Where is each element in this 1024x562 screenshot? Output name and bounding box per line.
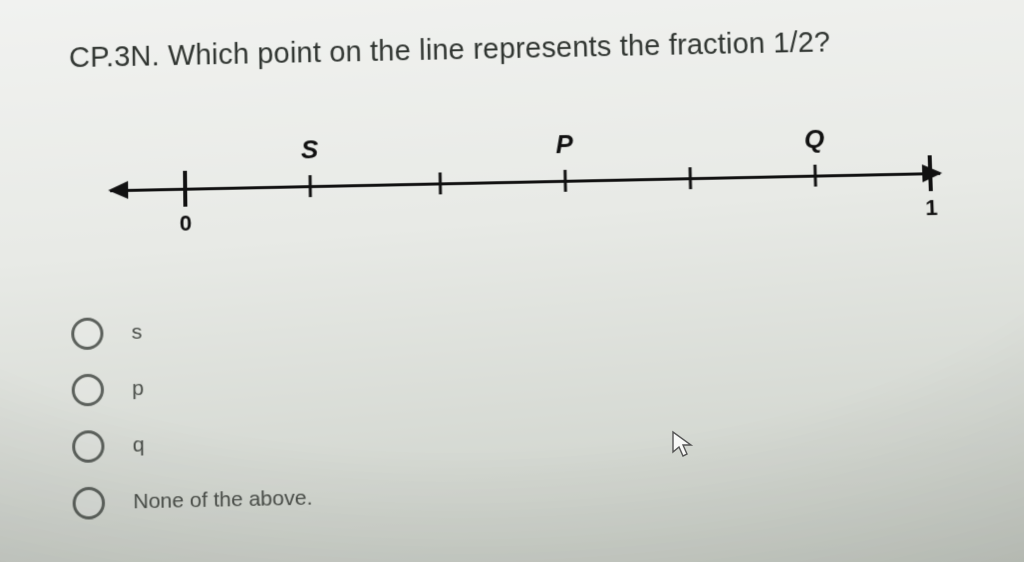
worksheet-page: CP.3N. Which point on the line represent… (0, 0, 1024, 562)
option-a[interactable]: s (71, 299, 980, 350)
question-body: Which point on the line represents the f… (168, 27, 831, 72)
option-a-label: s (131, 321, 142, 345)
option-d[interactable]: None of the above. (72, 468, 985, 520)
radio-d[interactable] (72, 487, 105, 520)
tick-0 (183, 171, 187, 207)
option-b-label: p (132, 377, 144, 401)
answer-options: s p q None of the above. (71, 299, 985, 520)
option-d-label: None of the above. (133, 486, 312, 514)
option-c[interactable]: q (72, 412, 984, 463)
option-c-label: q (133, 433, 145, 457)
radio-b[interactable] (72, 374, 104, 407)
tick-1 (928, 155, 933, 191)
tick-s (309, 175, 312, 197)
tick-0-label-bottom: 0 (179, 211, 192, 237)
question-text: CP.3N. Which point on the line represent… (69, 24, 970, 75)
axis-arrow-left (108, 181, 128, 199)
numberline-diagram: 0 S P Q 1 (109, 103, 942, 270)
tick-2 (439, 172, 442, 194)
radio-c[interactable] (72, 430, 105, 463)
tick-p (564, 170, 567, 192)
tick-q (813, 165, 817, 187)
tick-q-label-top: Q (804, 124, 825, 155)
tick-s-label-top: S (301, 134, 319, 165)
tick-4 (689, 167, 693, 189)
question-code: CP.3N. (69, 41, 160, 74)
tick-p-label-top: P (555, 129, 573, 160)
radio-a[interactable] (71, 317, 103, 350)
tick-1-label-bottom: 1 (925, 195, 938, 221)
option-b[interactable]: p (72, 355, 982, 406)
